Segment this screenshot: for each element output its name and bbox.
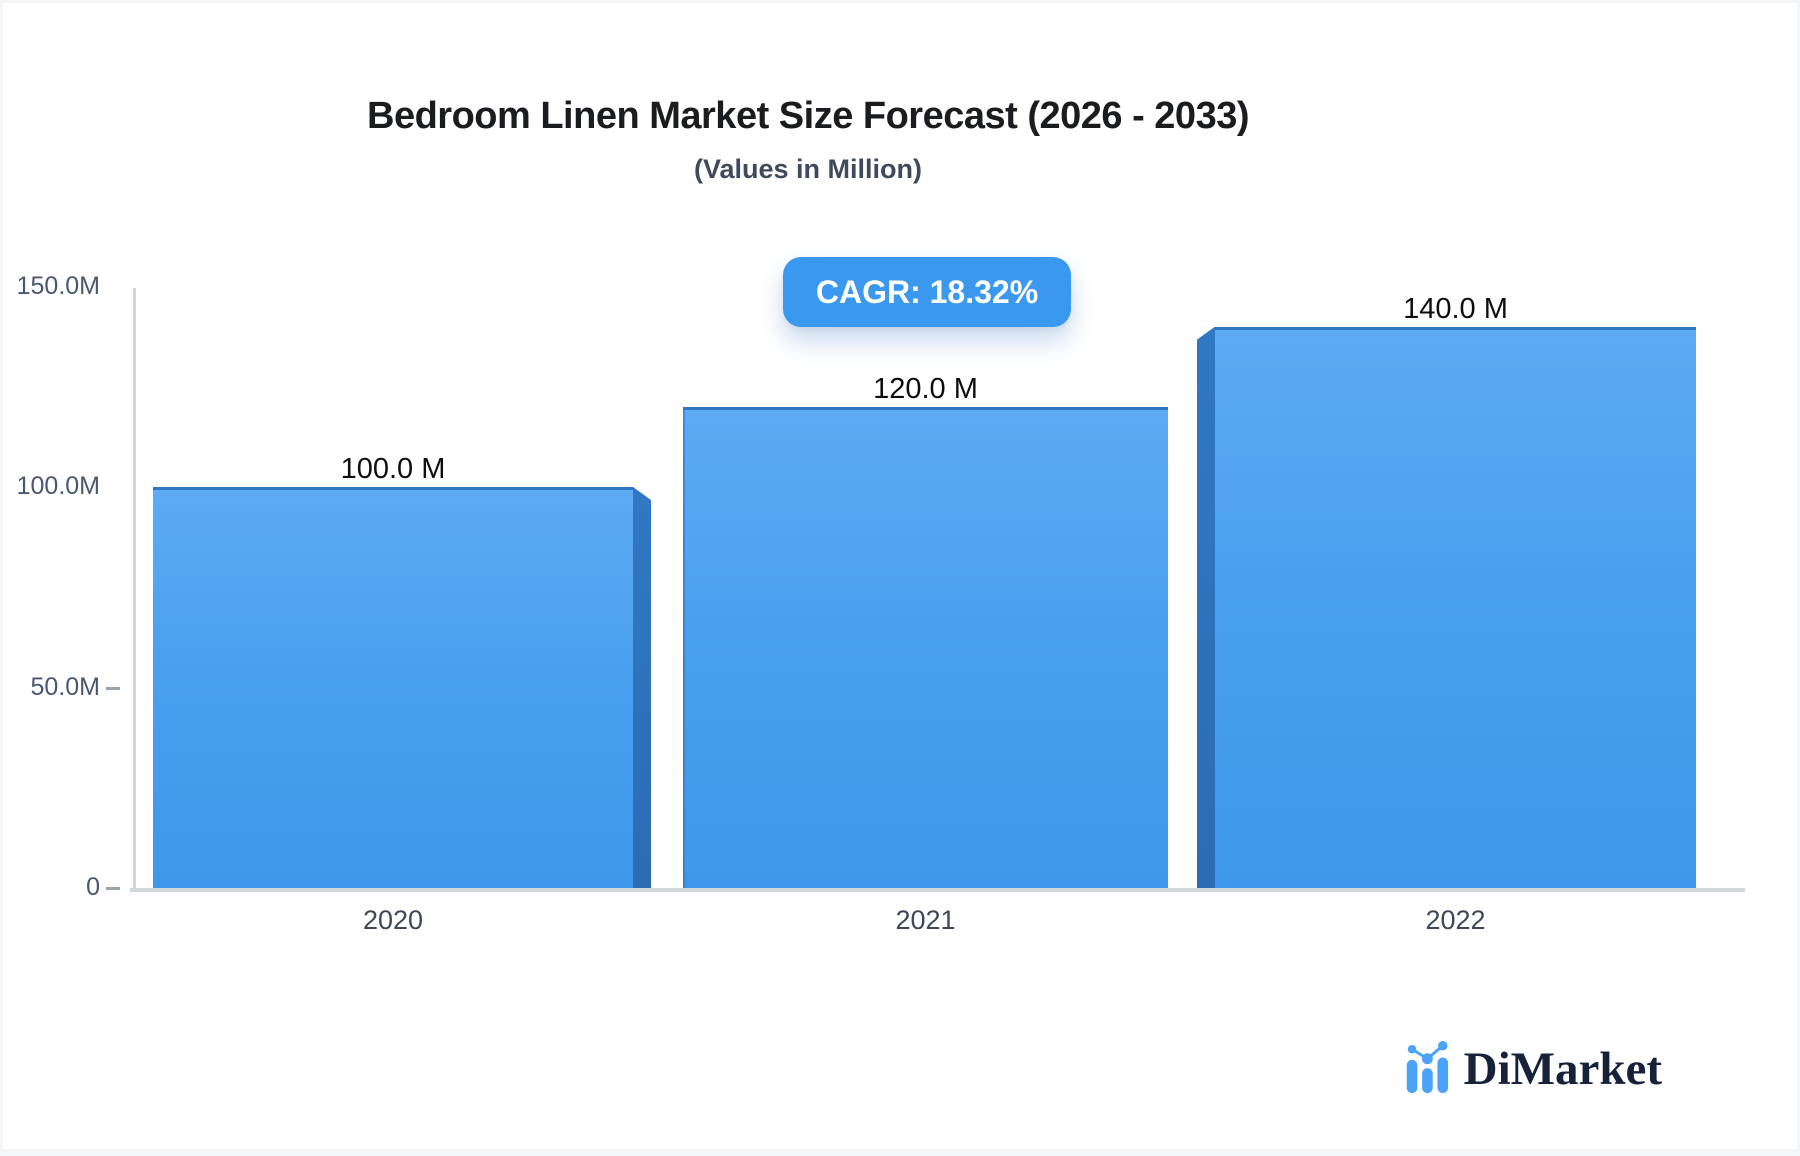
bar-2022[interactable] bbox=[1215, 326, 1696, 888]
cagr-badge-label: CAGR: 18.32% bbox=[815, 273, 1039, 310]
dimarket-logo: DiMarket bbox=[1404, 1041, 1662, 1093]
bar-value-label: 140.0 M bbox=[1403, 292, 1508, 325]
x-axis-category-label: 2020 bbox=[362, 905, 424, 935]
y-axis-tick-mark bbox=[106, 887, 120, 890]
bar-3d-side-2022 bbox=[1197, 326, 1215, 888]
bar-value-label: 100.0 M bbox=[340, 453, 446, 485]
y-axis-tick-label: 0 bbox=[86, 873, 100, 901]
bar-2021[interactable] bbox=[683, 406, 1168, 888]
y-axis-line bbox=[133, 288, 136, 889]
y-axis-tick-label: 100.0M bbox=[16, 472, 100, 500]
logo-wordmark: DiMarket bbox=[1463, 1043, 1662, 1095]
chart-header: Bedroom Linen Market Size Forecast (2026… bbox=[3, 95, 1613, 185]
bar-chart: 150.0M 100.0M 50.0M 0 100.0 M 2020 120.0 M 2021… bbox=[3, 3, 1800, 1149]
y-axis-tick-label: 150.0M bbox=[16, 271, 100, 300]
x-axis-category-label: 2022 bbox=[1425, 905, 1486, 935]
bar-2020[interactable] bbox=[153, 487, 633, 888]
cagr-badge: CAGR: 18.32% bbox=[783, 257, 1071, 327]
chart-title: Bedroom Linen Market Size Forecast (2026… bbox=[367, 95, 1250, 137]
bar-value-label: 120.0 M bbox=[873, 372, 978, 405]
x-axis-line bbox=[130, 888, 1745, 892]
bar-chart-logo-icon bbox=[1406, 1041, 1448, 1093]
bar-3d-side-2020 bbox=[633, 487, 651, 888]
y-axis-tick-label: 50.0M bbox=[30, 672, 100, 701]
chart-subtitle: (Values in Million) bbox=[693, 154, 923, 184]
y-axis-tick-mark bbox=[106, 686, 120, 690]
chart-card: Bedroom Linen Market Size Forecast (2026… bbox=[3, 3, 1797, 1149]
x-axis-category-label: 2021 bbox=[895, 905, 956, 935]
